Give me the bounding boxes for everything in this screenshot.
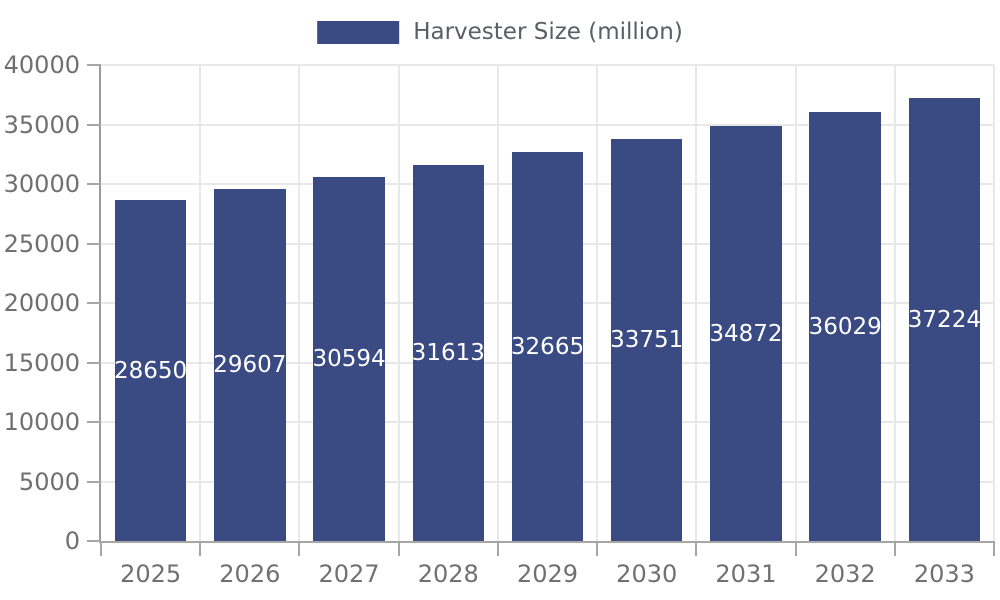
x-axis-line xyxy=(99,541,994,543)
x-gridline xyxy=(397,65,400,541)
y-tick-label: 10000 xyxy=(3,408,80,436)
y-tick-label: 30000 xyxy=(3,170,80,198)
legend-label: Harvester Size (million) xyxy=(413,19,683,45)
x-tick-mark xyxy=(496,541,499,556)
y-tick-label: 15000 xyxy=(3,348,80,377)
bar-value-label: 36029 xyxy=(808,313,882,340)
x-tick-label: 2031 xyxy=(715,560,777,588)
bar xyxy=(114,200,187,541)
x-tick-label: 2030 xyxy=(616,560,678,588)
x-tick-mark xyxy=(100,541,102,556)
y-tick-mark xyxy=(87,540,101,542)
bar xyxy=(313,176,385,541)
y-tick-mark xyxy=(87,123,101,126)
x-tick-mark xyxy=(298,541,301,556)
x-tick-label: 2026 xyxy=(219,560,281,588)
x-gridline xyxy=(596,65,599,541)
x-tick-mark xyxy=(993,541,995,556)
x-tick-label: 2025 xyxy=(120,560,182,588)
bar xyxy=(511,152,584,541)
plot-area: 0 5000 10000 15000 20000 25000 30000 35000 40000… xyxy=(4,53,995,586)
bar xyxy=(710,126,782,541)
bar xyxy=(809,112,881,541)
legend-swatch xyxy=(317,20,400,44)
y-tick-mark xyxy=(87,183,101,185)
legend: Harvester Size (million) xyxy=(317,19,683,45)
y-tick-mark xyxy=(87,421,101,423)
y-tick-mark xyxy=(87,361,101,364)
bar xyxy=(214,188,286,541)
bar-value-label: 28650 xyxy=(114,357,188,384)
bar xyxy=(412,164,484,541)
bar-value-label: 32665 xyxy=(510,333,585,360)
x-gridline xyxy=(993,65,995,541)
bar-value-label: 29607 xyxy=(213,351,287,378)
x-gridline xyxy=(199,65,202,541)
x-gridline xyxy=(893,65,896,541)
x-tick-label: 2033 xyxy=(913,560,975,588)
y-tick-label: 35000 xyxy=(3,110,80,139)
bar-value-label: 37224 xyxy=(907,306,981,333)
x-tick-label: 2027 xyxy=(318,560,380,588)
x-tick-mark xyxy=(794,541,797,556)
x-gridline xyxy=(298,65,301,541)
bar-value-label: 34872 xyxy=(709,320,783,347)
x-gridline xyxy=(496,65,499,541)
x-gridline xyxy=(695,65,698,541)
bar xyxy=(908,98,981,541)
bar-value-label: 31613 xyxy=(411,339,485,366)
bar-value-label: 33751 xyxy=(610,327,684,354)
y-gridline xyxy=(101,123,994,126)
y-tick-mark xyxy=(87,302,101,304)
x-tick-mark xyxy=(695,541,698,556)
bar-value-label: 30594 xyxy=(312,345,386,372)
y-tick-label: 20000 xyxy=(3,289,80,317)
x-gridline xyxy=(794,65,797,541)
y-tick-label: 0 xyxy=(64,527,80,555)
y-tick-label: 5000 xyxy=(18,467,80,496)
y-tick-mark xyxy=(87,242,101,245)
bar xyxy=(611,139,683,541)
x-tick-mark xyxy=(596,541,599,556)
x-tick-mark xyxy=(893,541,896,556)
x-tick-label: 2032 xyxy=(814,560,876,588)
y-tick-mark xyxy=(87,480,101,483)
x-tick-label: 2028 xyxy=(417,560,479,588)
x-tick-mark xyxy=(199,541,202,556)
y-tick-mark xyxy=(87,64,101,66)
y-gridline xyxy=(101,64,994,66)
y-tick-label: 40000 xyxy=(3,51,80,79)
x-tick-mark xyxy=(397,541,400,556)
x-tick-label: 2029 xyxy=(516,560,579,588)
y-tick-label: 25000 xyxy=(3,229,80,258)
